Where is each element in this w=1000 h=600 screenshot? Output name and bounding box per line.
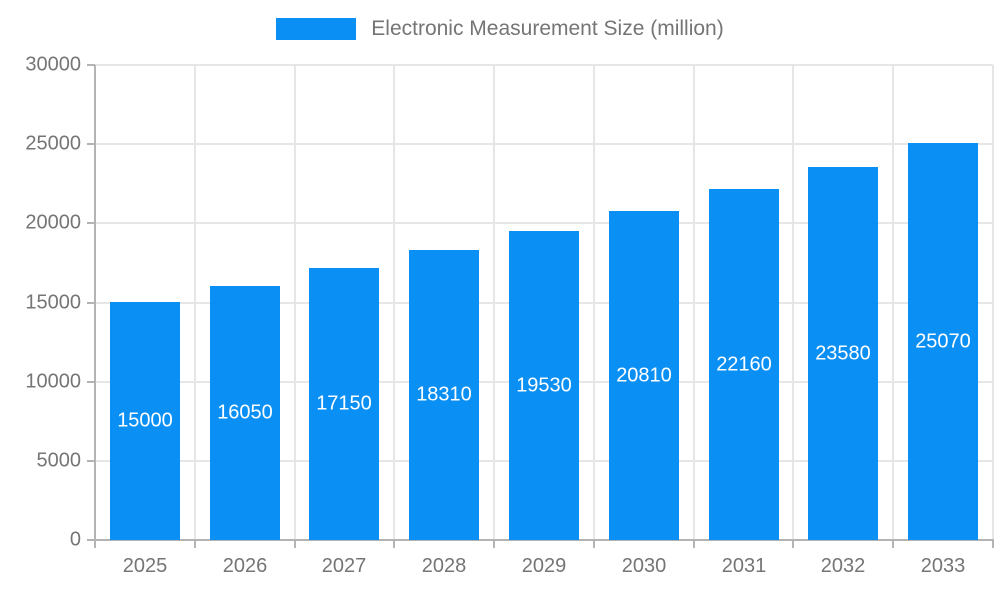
bar xyxy=(808,167,878,540)
x-axis-tick xyxy=(593,540,595,548)
legend-item[interactable]: Electronic Measurement Size (million) xyxy=(0,17,1000,41)
gridline-horizontal xyxy=(95,64,993,66)
legend-label: Electronic Measurement Size (million) xyxy=(371,17,724,40)
bar xyxy=(908,143,978,540)
gridline-horizontal xyxy=(95,143,993,145)
bar-value-label: 19530 xyxy=(516,374,572,397)
x-axis-tick xyxy=(393,540,395,548)
bar xyxy=(509,231,579,540)
y-axis-tick xyxy=(87,539,95,541)
gridline-vertical xyxy=(393,65,395,540)
x-axis-label: 2031 xyxy=(721,555,767,577)
gridline-vertical xyxy=(693,65,695,540)
legend-swatch xyxy=(276,18,357,40)
bar xyxy=(709,189,779,540)
x-axis-tick xyxy=(693,540,695,548)
bar-value-label: 22160 xyxy=(716,353,772,376)
x-axis-label: 2028 xyxy=(421,555,467,577)
y-axis-label: 15000 xyxy=(25,291,81,314)
x-axis-tick xyxy=(792,540,794,548)
x-axis-tick xyxy=(194,540,196,548)
x-axis-label: 2033 xyxy=(920,555,966,577)
gridline-vertical xyxy=(493,65,495,540)
gridline-vertical xyxy=(992,65,994,540)
gridline-horizontal xyxy=(95,222,993,224)
bar xyxy=(210,286,280,540)
bar-value-label: 15000 xyxy=(117,409,173,432)
gridline-vertical xyxy=(792,65,794,540)
y-axis-tick xyxy=(87,143,95,145)
y-axis-label: 0 xyxy=(69,528,81,551)
bar-value-label: 23580 xyxy=(815,342,871,365)
y-axis-tick xyxy=(87,222,95,224)
y-axis-label: 10000 xyxy=(25,370,81,393)
y-axis-tick xyxy=(87,64,95,66)
gridline-vertical xyxy=(194,65,196,540)
gridline-vertical xyxy=(892,65,894,540)
gridline-vertical xyxy=(593,65,595,540)
y-axis-tick xyxy=(87,302,95,304)
x-axis-tick xyxy=(992,540,994,548)
x-axis-label: 2030 xyxy=(621,555,667,577)
x-axis-tick xyxy=(294,540,296,548)
bar-value-label: 16050 xyxy=(217,401,273,424)
bar xyxy=(409,250,479,540)
gridline-vertical xyxy=(294,65,296,540)
x-axis-line xyxy=(94,539,994,541)
x-axis-tick xyxy=(493,540,495,548)
y-axis-label: 30000 xyxy=(25,53,81,76)
x-axis-tick xyxy=(892,540,894,548)
bar-value-label: 25070 xyxy=(915,330,971,353)
y-axis-tick xyxy=(87,460,95,462)
y-axis-label: 5000 xyxy=(36,449,82,472)
bar xyxy=(110,302,180,540)
x-axis-label: 2025 xyxy=(122,555,168,577)
y-axis-tick xyxy=(87,381,95,383)
bar-value-label: 20810 xyxy=(616,364,672,387)
x-axis-label: 2029 xyxy=(521,555,567,577)
bar xyxy=(609,211,679,540)
y-axis-label: 20000 xyxy=(25,211,81,234)
x-axis-label: 2026 xyxy=(222,555,268,577)
bar-value-label: 17150 xyxy=(316,392,372,415)
x-axis-label: 2027 xyxy=(321,555,367,577)
y-axis-line xyxy=(94,65,96,548)
x-axis-label: 2032 xyxy=(820,555,866,577)
y-axis-label: 25000 xyxy=(25,132,81,155)
bar xyxy=(309,268,379,540)
bar-value-label: 18310 xyxy=(416,383,472,406)
